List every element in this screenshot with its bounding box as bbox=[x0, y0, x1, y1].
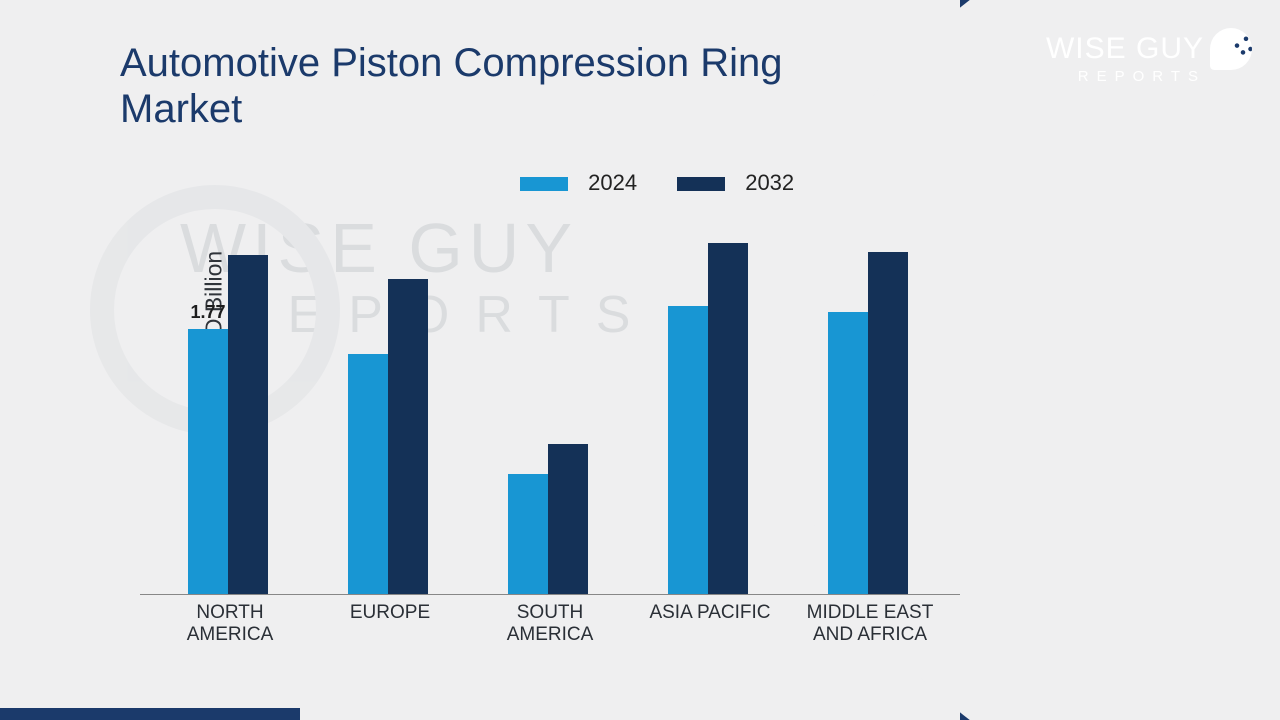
brand-line2: REPORTS bbox=[1046, 68, 1252, 85]
category-label: NORTH AMERICA bbox=[165, 594, 295, 646]
bar bbox=[508, 474, 548, 594]
chart: Market Size in USD Billion NORTH AMERICA… bbox=[100, 175, 960, 595]
bar bbox=[868, 252, 908, 594]
chart-title: Automotive Piston Compression Ring Marke… bbox=[120, 40, 840, 132]
brand-head-icon bbox=[1210, 28, 1252, 70]
brand-logo: WISE GUY REPORTS bbox=[1046, 28, 1252, 85]
category-label: MIDDLE EAST AND AFRICA bbox=[805, 594, 935, 646]
right-band bbox=[960, 0, 1280, 720]
category-label: EUROPE bbox=[325, 594, 455, 624]
bar bbox=[188, 329, 228, 595]
bar bbox=[348, 354, 388, 594]
bar bbox=[388, 279, 428, 594]
bar bbox=[548, 444, 588, 594]
value-label: 1.77 bbox=[178, 302, 238, 323]
footer-accent-bar bbox=[0, 708, 300, 720]
brand-line1: WISE GUY bbox=[1046, 32, 1204, 66]
bar bbox=[708, 243, 748, 594]
category-label: SOUTH AMERICA bbox=[485, 594, 615, 646]
category-label: ASIA PACIFIC bbox=[645, 594, 775, 624]
plot-area: NORTH AMERICAEUROPESOUTH AMERICAASIA PAC… bbox=[140, 205, 960, 595]
bar bbox=[668, 306, 708, 594]
bar bbox=[828, 312, 868, 594]
